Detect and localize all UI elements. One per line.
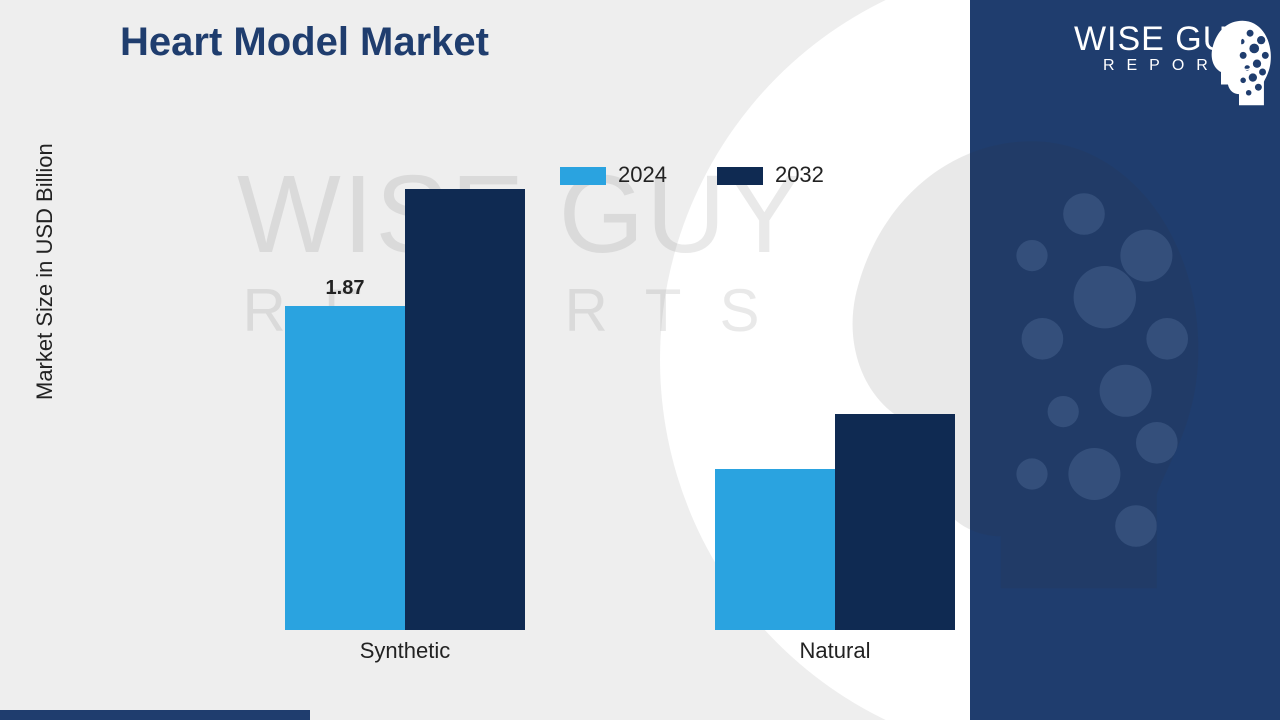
y-axis-label: Market Size in USD Billion <box>32 143 58 400</box>
page: WISE GUY REPORTS Heart Model Market WISE… <box>0 0 1280 720</box>
bar <box>715 469 835 630</box>
logo-line2: REPORTS <box>1074 58 1264 74</box>
category-label: Synthetic <box>275 638 535 664</box>
logo-line1: WISE GUY <box>1074 22 1252 56</box>
bar <box>405 189 525 630</box>
chart-title: Heart Model Market <box>120 20 489 65</box>
bottom-strip <box>0 710 310 720</box>
right-panel <box>970 0 1280 720</box>
bar <box>285 306 405 630</box>
bar-value-label: 1.87 <box>285 277 405 300</box>
logo: WISE GUY REPORTS <box>1074 22 1252 74</box>
category-label: Natural <box>705 638 965 664</box>
bar <box>835 414 955 630</box>
plot-area: 1.87SyntheticNatural <box>95 180 955 630</box>
chart: Market Size in USD Billion 1.87Synthetic… <box>55 160 955 680</box>
